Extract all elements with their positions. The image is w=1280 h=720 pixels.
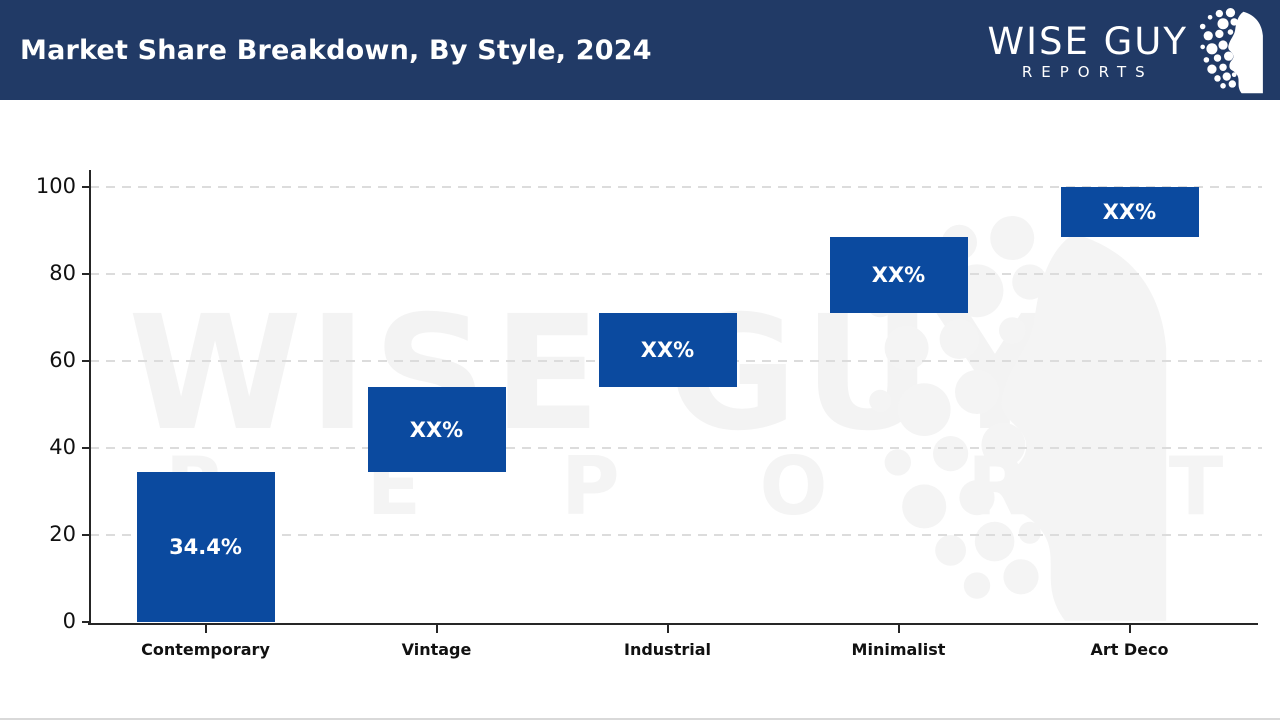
y-tick-label-20: 20	[49, 522, 76, 546]
y-tick-100	[82, 186, 90, 188]
header: Market Share Breakdown, By Style, 2024 W…	[0, 0, 1280, 100]
gridline-20	[90, 534, 1262, 536]
gridline-80	[90, 273, 1262, 275]
y-tick-label-0: 0	[62, 609, 76, 633]
bar-value-label: XX%	[640, 338, 695, 363]
chart-title: Market Share Breakdown, By Style, 2024	[20, 34, 652, 66]
logo-subtext: REPORTS	[1021, 63, 1154, 82]
y-tick-label-40: 40	[49, 435, 76, 459]
y-tick-label-100: 100	[35, 174, 76, 198]
bar-value-label: 34.4%	[169, 535, 242, 560]
bar-value-label: XX%	[409, 417, 464, 442]
y-tick-80	[82, 273, 90, 275]
bar-vintage	[367, 387, 506, 473]
x-tick-0	[204, 625, 207, 633]
bar-industrial	[598, 313, 737, 388]
logo-face-icon	[1199, 8, 1263, 94]
x-category-label: Contemporary	[141, 640, 270, 659]
y-axis	[89, 170, 91, 625]
gridline-100	[90, 186, 1262, 188]
bottom-border	[0, 718, 1280, 720]
x-category-label: Vintage	[401, 640, 472, 659]
y-tick-60	[82, 360, 90, 362]
logo-wordmark: WISE GUY REPORTS	[987, 19, 1188, 82]
logo-word: WISE GUY	[987, 19, 1188, 63]
x-category-label: Industrial	[623, 640, 711, 659]
x-tick-1	[435, 625, 438, 633]
y-tick-label-80: 80	[49, 261, 76, 285]
chart-area: WISE GUY R E P O R T S 02040608010034.4%…	[0, 100, 1280, 718]
bar-contemporary	[136, 472, 275, 622]
x-tick-3	[897, 625, 900, 633]
bar-art-deco	[1060, 187, 1199, 238]
x-tick-4	[1128, 625, 1131, 633]
gridline-40	[90, 447, 1262, 449]
plot-area: 0 20 40 60 80 100 34.4% Contemporary XX% Vintage X…	[0, 100, 1280, 718]
wiseguy-logo: WISE GUY REPORTS	[988, 8, 1266, 96]
x-category-label: Art Deco	[1090, 640, 1169, 659]
y-tick-0	[82, 621, 90, 623]
y-tick-20	[82, 534, 90, 536]
bar-value-label: XX%	[871, 263, 926, 288]
bar-value-label: XX%	[1102, 200, 1157, 224]
x-axis	[88, 623, 1258, 625]
y-tick-40	[82, 447, 90, 449]
y-tick-label-60: 60	[49, 348, 76, 372]
x-category-label: Minimalist	[851, 640, 946, 659]
x-tick-2	[666, 625, 669, 633]
